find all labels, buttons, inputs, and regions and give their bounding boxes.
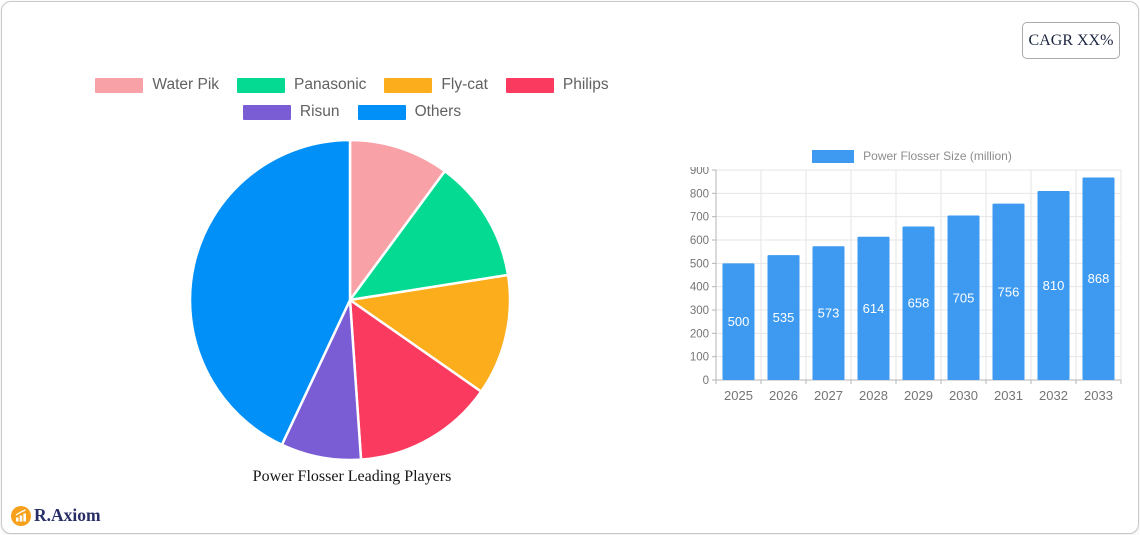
legend-item-fly-cat[interactable]: Fly-cat: [384, 76, 488, 94]
legend-label-water-pik: Water Pik: [152, 76, 220, 93]
legend-swatch-panasonic: [237, 77, 286, 93]
bar-legend-swatch: [812, 149, 855, 163]
bar-2025[interactable]: [722, 263, 755, 380]
y-axis-tick-label: 0: [703, 375, 709, 387]
legend-label-risun: Risun: [299, 103, 340, 120]
y-axis-tick-label: 100: [690, 352, 709, 364]
bar-value-label: 756: [998, 284, 1020, 299]
bar-2026[interactable]: [767, 255, 800, 380]
bar-value-label: 810: [1043, 278, 1065, 293]
bar-2033[interactable]: [1082, 177, 1115, 380]
pie-chart[interactable]: [187, 137, 513, 463]
x-axis-tick-label: 2030: [949, 388, 978, 403]
brand-name: R.Axiom: [34, 505, 101, 525]
x-axis-tick-label: 2029: [904, 388, 933, 403]
bar-value-label: 614: [863, 301, 885, 316]
bar-value-label: 658: [908, 296, 930, 311]
legend-swatch-fly-cat: [384, 77, 433, 93]
pie-legend: Water Pik Panasonic Fly-cat Philips Risun Oth…: [2, 76, 702, 121]
legend-item-philips[interactable]: Philips: [505, 76, 609, 94]
pie-legend-row: Water Pik Panasonic Fly-cat Philips: [95, 76, 609, 94]
growth-chart-icon: [11, 505, 31, 526]
x-axis-tick-label: 2027: [814, 388, 843, 403]
legend-swatch-philips: [505, 77, 554, 93]
y-axis-tick-label: 400: [690, 282, 709, 294]
y-axis-tick-label: 600: [690, 235, 709, 247]
legend-swatch-others: [357, 104, 406, 120]
y-axis-tick-label: 900: [690, 167, 709, 177]
legend-label-panasonic: Panasonic: [294, 76, 367, 93]
pie-legend-row: Risun Others: [242, 103, 462, 121]
pie-chart-title: Power Flosser Leading Players: [252, 468, 452, 485]
x-axis-tick-label: 2033: [1084, 388, 1113, 403]
x-axis-tick-label: 2025: [724, 388, 753, 403]
legend-label-fly-cat: Fly-cat: [441, 76, 488, 93]
legend-label-philips: Philips: [562, 76, 609, 93]
bar-chart-area: Power Flosser Size (million) 0 100 200 300 4…: [682, 147, 1139, 407]
y-axis-tick-label: 500: [690, 258, 709, 270]
bar-value-label: 535: [773, 310, 795, 325]
pie-slice-philips[interactable]: [348, 298, 483, 461]
bar-value-label: 705: [953, 290, 975, 305]
legend-item-risun[interactable]: Risun: [242, 103, 340, 121]
bar-value-label: 868: [1088, 271, 1110, 286]
bar-2027[interactable]: [812, 246, 845, 380]
bar-2028[interactable]: [857, 236, 890, 380]
x-axis-tick-label: 2031: [994, 388, 1023, 403]
y-axis-tick-label: 800: [690, 188, 709, 200]
legend-item-panasonic[interactable]: Panasonic: [237, 76, 366, 94]
pie-slice-panasonic[interactable]: [348, 169, 510, 302]
brand-logo[interactable]: R.Axiom: [11, 505, 101, 526]
x-axis-tick-label: 2032: [1039, 388, 1068, 403]
bar-value-label: 573: [818, 306, 840, 321]
legend-label-others: Others: [414, 103, 462, 120]
cagr-label: CAGR XX%: [1028, 31, 1114, 49]
legend-item-water-pik[interactable]: Water Pik: [95, 76, 219, 94]
y-axis-tick-label: 300: [690, 305, 709, 317]
cagr-badge[interactable]: CAGR XX%: [1022, 22, 1120, 59]
bar-value-label: 500: [728, 314, 750, 329]
pie-slice-water-pik[interactable]: [348, 138, 447, 302]
pie-slice-fly-cat[interactable]: [348, 273, 512, 393]
x-axis-tick-label: 2028: [859, 388, 888, 403]
legend-item-others[interactable]: Others: [357, 103, 462, 121]
bar-legend-item[interactable]: Power Flosser Size (million): [682, 147, 1138, 165]
pie-slice-others[interactable]: [188, 138, 352, 447]
bar-2031[interactable]: [992, 203, 1025, 380]
y-axis-tick-label: 200: [690, 328, 709, 340]
bar-2029[interactable]: [902, 226, 935, 380]
legend-swatch-risun: [242, 104, 291, 120]
bar-chart[interactable]: 0 100 200 300 400 500 600 700 800 900 500 2025 535 20…: [682, 167, 1139, 407]
y-axis-tick-label: 700: [690, 212, 709, 224]
bar-2030[interactable]: [947, 215, 980, 381]
legend-swatch-water-pik: [95, 77, 144, 93]
bar-2032[interactable]: [1037, 191, 1070, 380]
x-axis-tick-label: 2026: [769, 388, 798, 403]
bar-legend-label: Power Flosser Size (million): [863, 149, 1012, 163]
